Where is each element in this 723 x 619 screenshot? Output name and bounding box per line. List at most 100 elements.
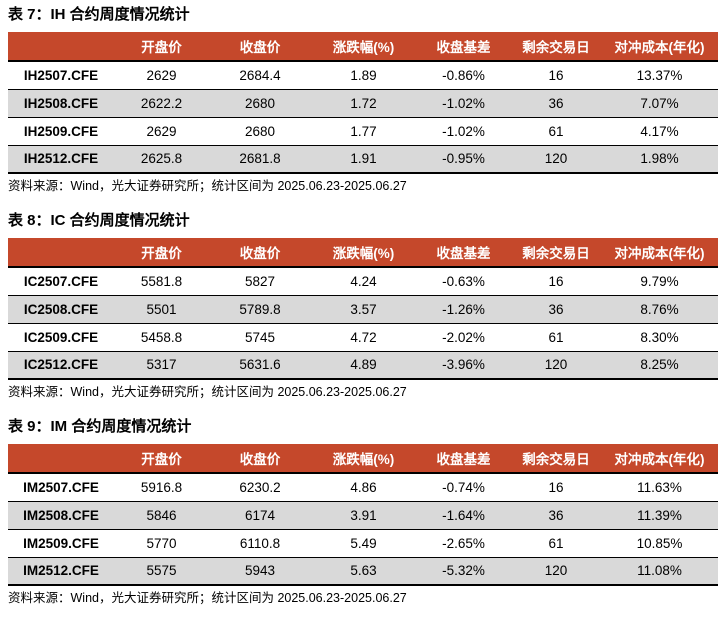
value-cell: 16 — [511, 473, 601, 502]
table-title: 表 7：IH 合约周度情况统计 — [8, 6, 190, 23]
table-section-ih: 表 7：IH 合约周度情况统计 开盘价 收盘价 涨跌幅(%) 收盘基差 剩余交易… — [8, 4, 718, 195]
value-cell: 4.24 — [311, 267, 416, 296]
value-cell: 16 — [511, 267, 601, 296]
value-cell: 2681.8 — [209, 145, 311, 174]
contract-cell: IC2512.CFE — [8, 351, 114, 380]
contract-cell: IM2508.CFE — [8, 501, 114, 530]
table-row: IC2509.CFE 5458.8 5745 4.72 -2.02% 61 8.30% — [8, 323, 718, 352]
value-cell: -1.02% — [416, 117, 511, 146]
value-cell: 9.79% — [601, 267, 718, 296]
column-header-days: 剩余交易日 — [511, 32, 601, 62]
value-cell: 4.86 — [311, 473, 416, 502]
value-cell: -0.95% — [416, 145, 511, 174]
table-body: IM2507.CFE 5916.8 6230.2 4.86 -0.74% 16 11.63%… — [8, 473, 718, 586]
contract-cell: IH2509.CFE — [8, 117, 114, 146]
value-cell: 5789.8 — [209, 295, 311, 324]
column-header-cost: 对冲成本(年化) — [601, 32, 718, 62]
table-row: IH2512.CFE 2625.8 2681.8 1.91 -0.95% 120 1.98% — [8, 145, 718, 174]
table-row: IH2508.CFE 2622.2 2680 1.72 -1.02% 36 7.07% — [8, 89, 718, 118]
contract-cell: IC2507.CFE — [8, 267, 114, 296]
table-row: IC2508.CFE 5501 5789.8 3.57 -1.26% 36 8.76% — [8, 295, 718, 324]
contract-cell: IM2512.CFE — [8, 557, 114, 586]
column-header-change: 涨跌幅(%) — [311, 238, 416, 268]
value-cell: -2.02% — [416, 323, 511, 352]
value-cell: -1.64% — [416, 501, 511, 530]
value-cell: 6230.2 — [209, 473, 311, 502]
value-cell: -0.63% — [416, 267, 511, 296]
header-row: 开盘价 收盘价 涨跌幅(%) 收盘基差 剩余交易日 对冲成本(年化) — [8, 238, 718, 268]
column-header-contract — [8, 238, 114, 268]
value-cell: -0.74% — [416, 473, 511, 502]
value-cell: 1.89 — [311, 61, 416, 90]
table-title: 表 9：IM 合约周度情况统计 — [8, 418, 192, 435]
value-cell: 5846 — [114, 501, 209, 530]
table-section-ic: 表 8：IC 合约周度情况统计 开盘价 收盘价 涨跌幅(%) 收盘基差 剩余交易… — [8, 210, 718, 401]
value-cell: 5916.8 — [114, 473, 209, 502]
value-cell: -3.96% — [416, 351, 511, 380]
value-cell: 120 — [511, 145, 601, 174]
source-note: 资料来源：Wind，光大证券研究所；统计区间为 2025.06.23-2025.… — [8, 385, 407, 399]
column-header-basis: 收盘基差 — [416, 444, 511, 474]
table-row: IM2509.CFE 5770 6110.8 5.49 -2.65% 61 10.85% — [8, 529, 718, 558]
value-cell: 16 — [511, 61, 601, 90]
value-cell: 2629 — [114, 117, 209, 146]
source-note: 资料来源：Wind，光大证券研究所；统计区间为 2025.06.23-2025.… — [8, 179, 407, 193]
value-cell: 1.98% — [601, 145, 718, 174]
column-header-change: 涨跌幅(%) — [311, 32, 416, 62]
value-cell: -1.02% — [416, 89, 511, 118]
column-header-open: 开盘价 — [114, 444, 209, 474]
table-row: IM2512.CFE 5575 5943 5.63 -5.32% 120 11.08% — [8, 557, 718, 586]
value-cell: 7.07% — [601, 89, 718, 118]
value-cell: 2622.2 — [114, 89, 209, 118]
table-row: IM2508.CFE 5846 6174 3.91 -1.64% 36 11.39% — [8, 501, 718, 530]
value-cell: 5827 — [209, 267, 311, 296]
value-cell: 11.08% — [601, 557, 718, 586]
value-cell: 2684.4 — [209, 61, 311, 90]
column-header-open: 开盘价 — [114, 238, 209, 268]
table-title: 表 8：IC 合约周度情况统计 — [8, 212, 190, 229]
column-header-close: 收盘价 — [209, 32, 311, 62]
contract-cell: IH2512.CFE — [8, 145, 114, 174]
value-cell: 36 — [511, 295, 601, 324]
value-cell: 10.85% — [601, 529, 718, 558]
value-cell: 36 — [511, 89, 601, 118]
value-cell: 1.72 — [311, 89, 416, 118]
value-cell: 3.57 — [311, 295, 416, 324]
value-cell: 13.37% — [601, 61, 718, 90]
stats-table-im: 开盘价 收盘价 涨跌幅(%) 收盘基差 剩余交易日 对冲成本(年化) IM250… — [8, 444, 718, 586]
value-cell: -0.86% — [416, 61, 511, 90]
value-cell: 120 — [511, 351, 601, 380]
value-cell: 8.25% — [601, 351, 718, 380]
value-cell: 2629 — [114, 61, 209, 90]
value-cell: -5.32% — [416, 557, 511, 586]
table-section-im: 表 9：IM 合约周度情况统计 开盘价 收盘价 涨跌幅(%) 收盘基差 剩余交易… — [8, 416, 718, 607]
value-cell: 5317 — [114, 351, 209, 380]
table-row: IH2507.CFE 2629 2684.4 1.89 -0.86% 16 13.37% — [8, 61, 718, 90]
value-cell: 11.63% — [601, 473, 718, 502]
contract-cell: IH2508.CFE — [8, 89, 114, 118]
column-header-close: 收盘价 — [209, 444, 311, 474]
value-cell: 8.30% — [601, 323, 718, 352]
column-header-days: 剩余交易日 — [511, 238, 601, 268]
column-header-cost: 对冲成本(年化) — [601, 444, 718, 474]
table-body: IC2507.CFE 5581.8 5827 4.24 -0.63% 16 9.79% IC2… — [8, 267, 718, 380]
value-cell: 5745 — [209, 323, 311, 352]
value-cell: 11.39% — [601, 501, 718, 530]
value-cell: 1.77 — [311, 117, 416, 146]
table-row: IC2507.CFE 5581.8 5827 4.24 -0.63% 16 9.79% — [8, 267, 718, 296]
value-cell: 36 — [511, 501, 601, 530]
value-cell: 4.72 — [311, 323, 416, 352]
value-cell: 8.76% — [601, 295, 718, 324]
header-row: 开盘价 收盘价 涨跌幅(%) 收盘基差 剩余交易日 对冲成本(年化) — [8, 32, 718, 62]
column-header-cost: 对冲成本(年化) — [601, 238, 718, 268]
table-body: IH2507.CFE 2629 2684.4 1.89 -0.86% 16 13.37% IH… — [8, 61, 718, 174]
value-cell: 61 — [511, 529, 601, 558]
value-cell: 5770 — [114, 529, 209, 558]
table-row: IC2512.CFE 5317 5631.6 4.89 -3.96% 120 8.25% — [8, 351, 718, 380]
contract-cell: IM2507.CFE — [8, 473, 114, 502]
value-cell: 2680 — [209, 117, 311, 146]
value-cell: 6110.8 — [209, 529, 311, 558]
value-cell: 61 — [511, 323, 601, 352]
value-cell: 5501 — [114, 295, 209, 324]
column-header-days: 剩余交易日 — [511, 444, 601, 474]
